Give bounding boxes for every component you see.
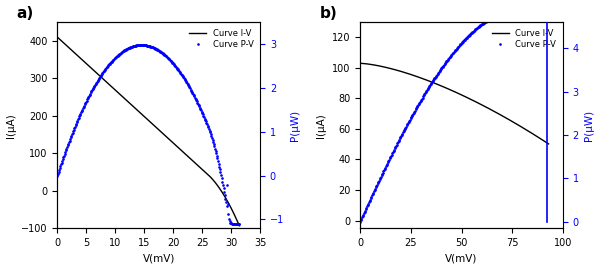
Line: Curve P-V: Curve P-V <box>56 44 241 225</box>
Curve P-V <box>515 8 523 12</box>
Curve I-V <box>55 36 62 39</box>
Curve P-V <box>220 183 227 186</box>
Curve P-V <box>162 54 169 58</box>
Curve I-V <box>468 98 475 101</box>
Curve P-V <box>357 219 364 222</box>
X-axis label: V(mV): V(mV) <box>445 253 478 263</box>
Curve P-V <box>163 55 170 58</box>
Curve I-V <box>165 137 172 140</box>
Curve I-V <box>515 124 523 127</box>
Curve P-V <box>356 220 364 223</box>
Curve I-V <box>357 62 364 65</box>
Curve P-V <box>138 43 145 47</box>
Legend: Curve I-V, Curve P-V: Curve I-V, Curve P-V <box>187 26 256 52</box>
Line: Curve P-V: Curve P-V <box>359 9 550 223</box>
Curve P-V <box>55 172 62 175</box>
Curve I-V <box>54 36 61 39</box>
Curve I-V <box>236 224 243 227</box>
Curve I-V <box>472 100 479 103</box>
Curve I-V <box>527 131 535 134</box>
Curve P-V <box>516 8 523 12</box>
Curve I-V <box>469 98 476 102</box>
Text: a): a) <box>17 6 34 21</box>
Curve I-V <box>161 134 169 137</box>
Curve P-V <box>468 31 475 34</box>
Y-axis label: I(μA): I(μA) <box>5 113 16 137</box>
Line: Curve I-V: Curve I-V <box>360 63 548 144</box>
Y-axis label: I(μA): I(μA) <box>316 113 326 137</box>
X-axis label: V(mV): V(mV) <box>143 253 175 263</box>
Curve P-V <box>469 31 476 34</box>
Curve I-V <box>219 191 226 194</box>
Legend: Curve I-V, Curve P-V: Curve I-V, Curve P-V <box>490 26 559 52</box>
Curve P-V <box>54 174 61 177</box>
Text: b): b) <box>320 6 337 21</box>
Curve P-V <box>472 28 479 31</box>
Y-axis label: P(μW): P(μW) <box>290 109 299 141</box>
Curve P-V <box>236 222 243 225</box>
Curve I-V <box>207 176 214 179</box>
Curve I-V <box>162 134 169 138</box>
Curve I-V <box>356 62 364 65</box>
Y-axis label: P(μW): P(μW) <box>584 109 595 141</box>
Curve P-V <box>166 58 173 61</box>
Curve P-V <box>528 10 535 13</box>
Curve P-V <box>208 134 215 138</box>
Curve I-V <box>545 142 552 146</box>
Line: Curve I-V: Curve I-V <box>58 37 239 226</box>
Curve P-V <box>545 18 552 21</box>
